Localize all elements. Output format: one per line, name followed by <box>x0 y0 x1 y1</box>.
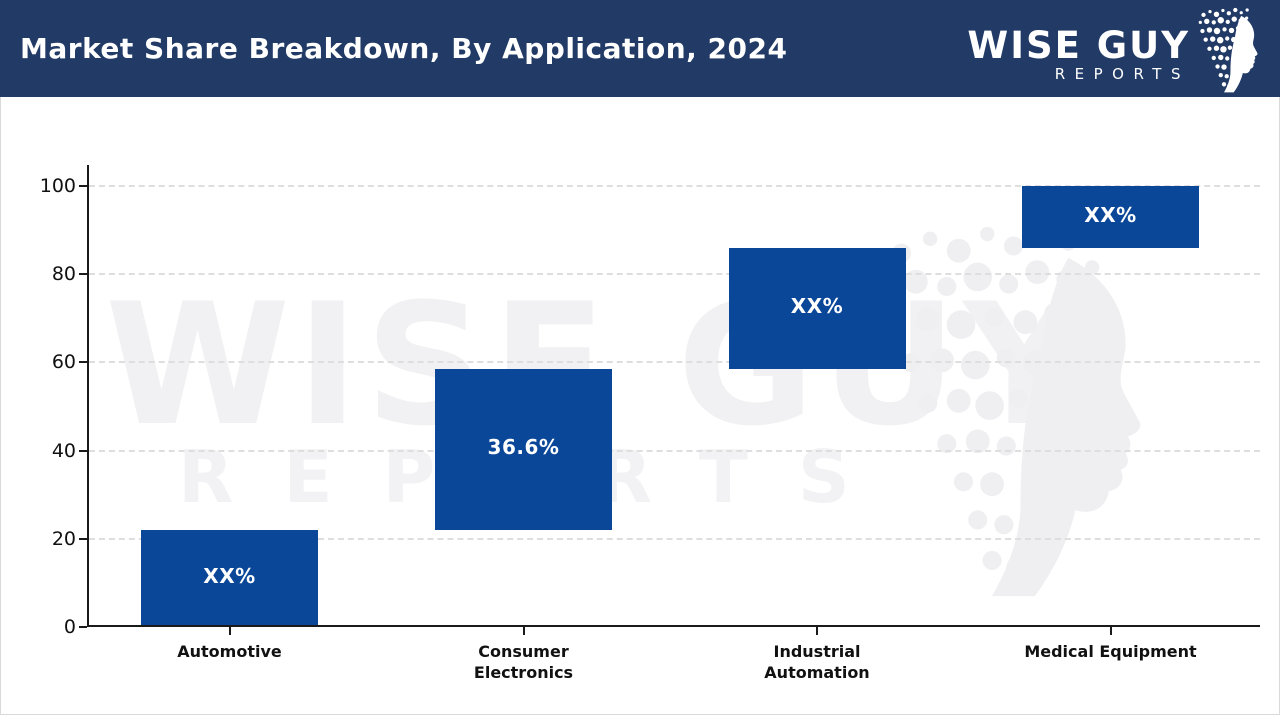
bar-value-label: 36.6% <box>487 435 560 460</box>
y-tick-label-60: 60 <box>51 351 76 374</box>
bar-value-label: XX% <box>790 294 844 319</box>
brand-logo-text: WISE GUY REPORTS <box>967 23 1190 84</box>
bar-medical-equipment: XX% <box>1022 186 1199 248</box>
y-tick-mark-20 <box>79 537 87 540</box>
bar-industrial-automation: XX% <box>728 247 906 369</box>
y-tick-label-0: 0 <box>63 616 76 638</box>
y-tick-mark-80 <box>79 273 87 276</box>
y-tick-mark-0 <box>79 626 87 628</box>
x-tick-label-3: Medical Equipment <box>1024 642 1197 661</box>
x-tick-mark-0 <box>228 627 231 635</box>
y-tick-label-40: 40 <box>51 439 76 462</box>
brand-subtitle: REPORTS <box>1054 65 1190 84</box>
x-tick-label-2: Industrial Automation <box>764 642 870 682</box>
x-tick-mark-1 <box>522 627 525 635</box>
x-tick-label-1: Consumer Electronics <box>473 642 574 682</box>
y-axis-line <box>87 165 89 627</box>
bar-automotive: XX% <box>141 529 318 627</box>
y-tick-mark-40 <box>79 449 87 452</box>
brand-logo: WISE GUY REPORTS <box>967 6 1266 98</box>
x-tick-label-0: Automotive <box>177 642 282 661</box>
bar-value-label: XX% <box>1084 202 1137 227</box>
y-tick-mark-100 <box>79 185 87 187</box>
x-tick-mark-3 <box>1109 627 1112 635</box>
brand-head-icon <box>1196 6 1266 98</box>
gridline-100 <box>89 185 1260 187</box>
gridline-20 <box>89 537 1260 540</box>
y-tick-label-20: 20 <box>51 527 76 550</box>
y-tick-label-80: 80 <box>51 263 76 286</box>
gridline-40 <box>89 449 1260 452</box>
gridline-80 <box>89 273 1260 276</box>
chart-canvas: WISE GUY REPORTS 020406080100XX%Automoti… <box>0 97 1280 720</box>
bar-consumer-electronics: 36.6% <box>435 368 612 530</box>
bar-value-label: XX% <box>203 564 256 589</box>
gridline-60 <box>89 361 1260 364</box>
y-tick-label-100: 100 <box>39 175 76 197</box>
y-tick-mark-60 <box>79 361 87 364</box>
chart-title: Market Share Breakdown, By Application, … <box>20 32 788 65</box>
header: Market Share Breakdown, By Application, … <box>0 0 1280 97</box>
x-tick-mark-2 <box>816 627 818 635</box>
brand-wordmark: WISE GUY <box>967 23 1190 67</box>
watermark-head-icon <box>868 215 1178 620</box>
x-axis-line <box>87 625 1260 627</box>
